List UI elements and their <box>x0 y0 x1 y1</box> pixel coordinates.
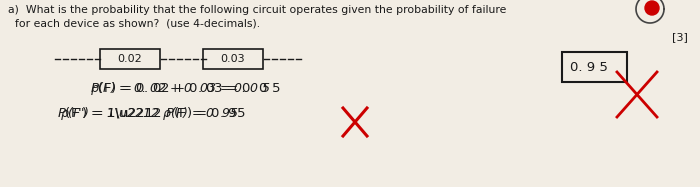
Text: $\it{P}$(F') = 1\u2212 $\it{P}$(F) = 0. 95: $\it{P}$(F') = 1\u2212 $\it{P}$(F) = 0. … <box>57 105 246 120</box>
Text: $\it{P}$(F) = 0. 02 + 0. 03 = 0. 0 5: $\it{P}$(F) = 0. 02 + 0. 03 = 0. 0 5 <box>90 80 281 95</box>
Text: $\rho$(F) = 0. 02 + 0. 03 = 0. 0 5: $\rho$(F) = 0. 02 + 0. 03 = 0. 0 5 <box>90 80 271 97</box>
Bar <box>100 49 160 69</box>
Bar <box>203 49 263 69</box>
Text: 0. 9 5: 0. 9 5 <box>570 61 608 73</box>
Text: 0.03: 0.03 <box>220 54 245 64</box>
Bar <box>562 52 627 82</box>
Text: $\rho$(F') = 1\u2212 $\rho$(F) = 0. 95: $\rho$(F') = 1\u2212 $\rho$(F) = 0. 95 <box>60 105 239 122</box>
Text: [3]: [3] <box>672 32 688 42</box>
Text: for each device as shown?  (use 4-decimals).: for each device as shown? (use 4-decimal… <box>15 18 260 28</box>
Text: 0.02: 0.02 <box>118 54 142 64</box>
Text: a)  What is the probability that the following circuit operates given the probab: a) What is the probability that the foll… <box>8 5 506 15</box>
Circle shape <box>645 1 659 15</box>
